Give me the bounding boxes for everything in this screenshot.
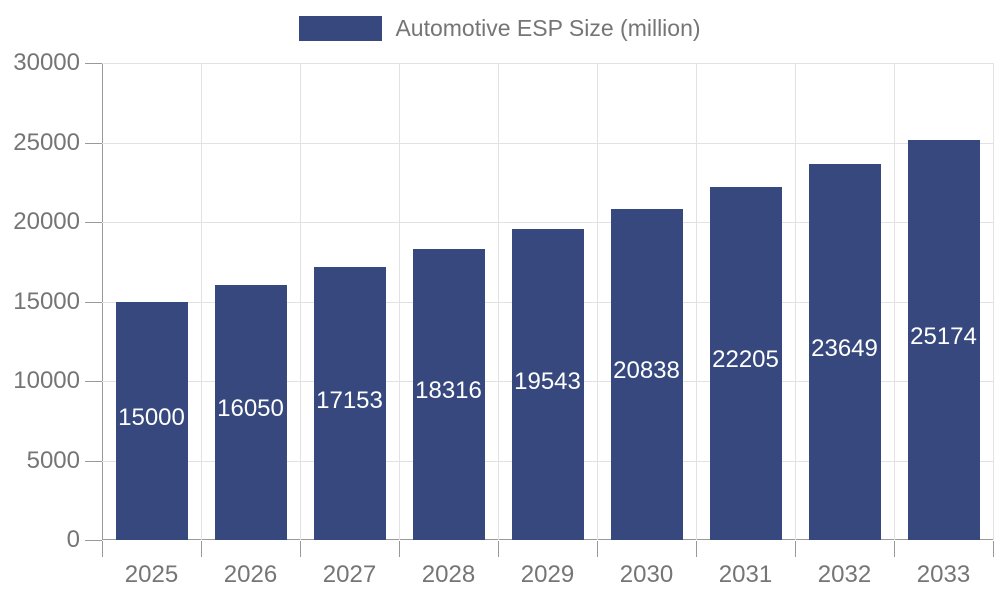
x-axis-tick-label: 2033 [916, 561, 971, 588]
x-gridline [993, 63, 994, 540]
y-axis-tick-label: 20000 [13, 208, 80, 235]
x-tick-mark [597, 541, 598, 557]
y-gridline [102, 222, 993, 223]
y-axis-tick-label: 15000 [13, 287, 80, 315]
x-tick-mark [696, 541, 697, 557]
x-axis-tick-label: 2028 [421, 561, 476, 588]
y-axis-tick-label: 30000 [13, 49, 80, 76]
x-gridline [300, 63, 301, 540]
y-tick-mark [85, 222, 102, 223]
y-tick-mark [85, 540, 102, 541]
y-tick-mark [85, 301, 102, 303]
x-gridline [201, 63, 202, 540]
legend-swatch [299, 15, 383, 41]
bar-2030[interactable] [610, 208, 683, 540]
x-tick-mark [498, 541, 499, 557]
x-gridline [696, 63, 697, 540]
bar-2031[interactable] [709, 186, 782, 540]
bar-value-label: 15000 [118, 403, 185, 431]
bar-2028[interactable] [412, 248, 485, 540]
bar-value-label: 18316 [415, 377, 482, 405]
bar-value-label: 23649 [811, 334, 878, 362]
bar-2027[interactable] [313, 267, 386, 540]
x-gridline [894, 63, 895, 540]
x-tick-mark [201, 541, 202, 557]
x-tick-mark [993, 541, 994, 557]
x-axis-tick-label: 2025 [124, 561, 179, 588]
y-tick-mark [85, 142, 102, 144]
x-tick-mark [795, 541, 796, 557]
x-tick-mark [894, 541, 895, 557]
x-gridline [399, 63, 400, 540]
y-axis-tick-label: 0 [66, 526, 80, 553]
x-axis-tick-label: 2031 [718, 561, 773, 588]
bar-2029[interactable] [511, 229, 584, 540]
y-axis-tick-label: 10000 [13, 367, 80, 394]
x-axis-tick-label: 2029 [520, 561, 575, 588]
bar-value-label: 17153 [316, 386, 383, 414]
bar-value-label: 16050 [217, 395, 284, 423]
x-axis-tick-label: 2032 [817, 561, 872, 588]
bar-value-label: 22205 [712, 346, 779, 374]
y-tick-mark [85, 381, 102, 382]
y-tick-mark [85, 63, 102, 64]
y-axis-tick-label: 25000 [13, 128, 80, 156]
bar-2033[interactable] [907, 139, 980, 540]
y-gridline [102, 142, 993, 144]
x-axis-tick-label: 2027 [322, 561, 377, 588]
bar-value-label: 25174 [910, 322, 977, 350]
legend[interactable]: Automotive ESP Size (million) [0, 14, 1000, 42]
x-gridline [597, 63, 598, 540]
x-gridline [795, 63, 796, 540]
bar-2025[interactable] [115, 301, 188, 540]
x-tick-mark [102, 541, 103, 557]
bar-2026[interactable] [214, 284, 287, 540]
bar-value-label: 20838 [613, 357, 680, 385]
x-axis-tick-label: 2030 [619, 561, 674, 588]
bar-value-label: 19543 [514, 367, 581, 395]
x-gridline [498, 63, 499, 540]
x-tick-mark [399, 541, 400, 557]
y-tick-mark [85, 460, 102, 462]
y-axis-tick-label: 5000 [26, 446, 80, 474]
x-axis-tick-label: 2026 [223, 561, 278, 588]
legend-label: Automotive ESP Size (million) [395, 15, 701, 41]
y-gridline [102, 63, 993, 64]
bar-2032[interactable] [808, 163, 881, 540]
x-tick-mark [300, 541, 301, 557]
